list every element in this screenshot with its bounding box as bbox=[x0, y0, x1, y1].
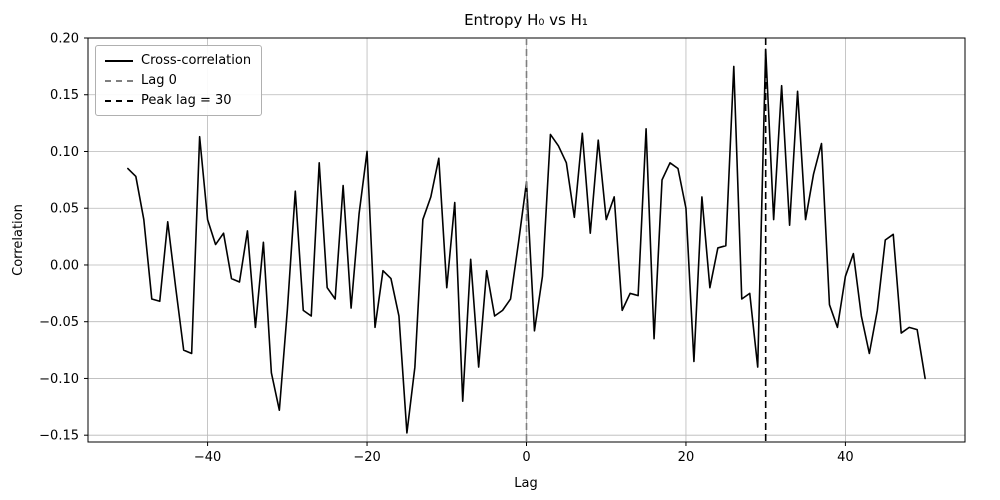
y-tick-label: 0.10 bbox=[50, 145, 79, 160]
tick-layer: −40 −20 0 20 40 −0.15 −0.10 −0.05 0.00 0.05 0.10 0.… bbox=[39, 32, 854, 466]
legend-solid-line-icon bbox=[105, 59, 133, 62]
data-layer bbox=[127, 38, 926, 442]
legend-label-peak-lag: Peak lag = 30 bbox=[141, 93, 232, 108]
legend-item-lag0: Lag 0 bbox=[105, 73, 251, 88]
y-tick-label: 0.20 bbox=[50, 32, 79, 47]
legend-gray-dashed-line-icon bbox=[105, 79, 133, 82]
legend-item-peak-lag: Peak lag = 30 bbox=[105, 93, 251, 108]
x-tick-label: −20 bbox=[353, 450, 380, 465]
x-tick-label: 0 bbox=[522, 450, 530, 465]
legend-label-lag0: Lag 0 bbox=[141, 73, 177, 88]
y-tick-label: 0.00 bbox=[50, 258, 79, 273]
y-axis-label: Correlation bbox=[11, 204, 26, 276]
y-tick-label: −0.10 bbox=[39, 372, 79, 387]
legend-label-cross-correlation: Cross-correlation bbox=[141, 53, 252, 68]
x-tick-label: 40 bbox=[837, 450, 854, 465]
x-axis-label: Lag bbox=[514, 476, 537, 491]
y-tick-label: −0.05 bbox=[39, 315, 79, 330]
legend-black-dashed-line-icon bbox=[105, 99, 133, 102]
chart-title: Entropy H₀ vs H₁ bbox=[464, 11, 588, 29]
legend: Cross-correlation Lag 0 Peak lag = 30 bbox=[95, 45, 263, 116]
x-tick-label: 20 bbox=[678, 450, 695, 465]
y-tick-label: −0.15 bbox=[39, 429, 79, 444]
y-tick-label: 0.05 bbox=[50, 202, 79, 217]
legend-item-cross-correlation: Cross-correlation bbox=[105, 53, 251, 68]
x-tick-label: −40 bbox=[194, 450, 221, 465]
y-tick-label: 0.15 bbox=[50, 88, 79, 103]
